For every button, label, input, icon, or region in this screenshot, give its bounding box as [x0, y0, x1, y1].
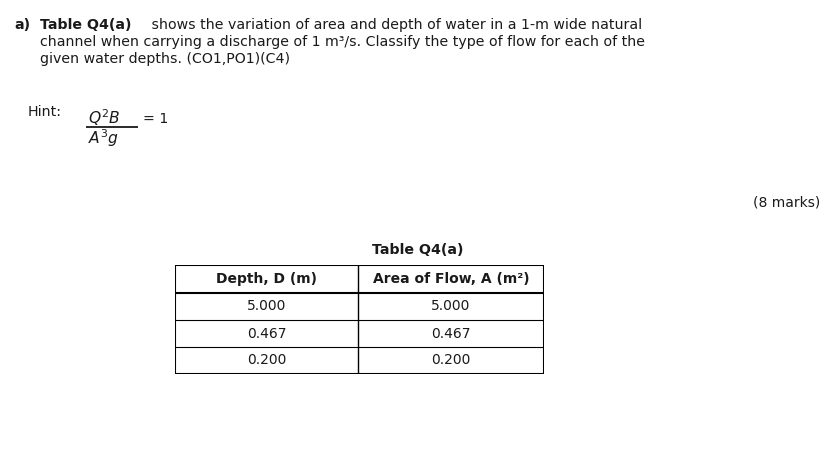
Text: 0.467: 0.467: [431, 326, 470, 341]
Text: (8 marks): (8 marks): [752, 195, 819, 209]
Text: a): a): [14, 18, 30, 32]
Text: Table Q4(a): Table Q4(a): [40, 18, 131, 32]
Text: channel when carrying a discharge of 1 m³/s. Classify the type of flow for each : channel when carrying a discharge of 1 m…: [40, 35, 645, 49]
Text: = 1: = 1: [143, 112, 168, 126]
Text: $A^3g$: $A^3g$: [88, 127, 119, 149]
Text: 0.467: 0.467: [247, 326, 286, 341]
Text: 5.000: 5.000: [247, 300, 286, 313]
Text: Area of Flow, A (m²): Area of Flow, A (m²): [372, 272, 528, 286]
Text: 5.000: 5.000: [431, 300, 470, 313]
Text: 0.200: 0.200: [247, 353, 286, 368]
Text: 0.200: 0.200: [431, 353, 470, 368]
Text: given water depths. (CO1,PO1)(C4): given water depths. (CO1,PO1)(C4): [40, 52, 289, 66]
Text: shows the variation of area and depth of water in a 1-m wide natural: shows the variation of area and depth of…: [147, 18, 641, 32]
Text: Hint:: Hint:: [28, 105, 62, 119]
Text: $Q^2B$: $Q^2B$: [88, 107, 120, 128]
Text: Depth, D (m): Depth, D (m): [216, 272, 317, 286]
Text: Table Q4(a): Table Q4(a): [372, 243, 463, 257]
